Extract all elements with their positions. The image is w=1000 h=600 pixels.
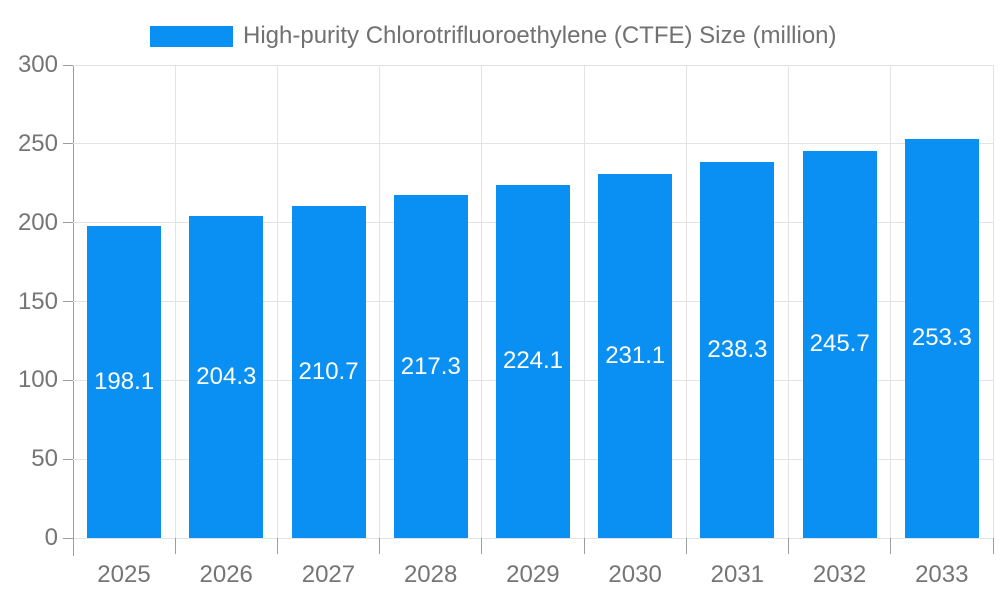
y-axis-tick <box>63 379 73 381</box>
x-axis-tick <box>276 538 278 554</box>
bar-value-label: 198.1 <box>94 367 155 395</box>
bar-value-label: 217.3 <box>400 352 461 380</box>
y-axis-tick <box>63 458 73 460</box>
bar[interactable] <box>291 205 366 538</box>
x-gridline <box>379 65 381 538</box>
y-axis-tick-label: 150 <box>17 287 58 315</box>
bar[interactable] <box>802 150 877 538</box>
x-gridline <box>685 65 687 538</box>
x-axis-tick-label: 2028 <box>403 561 458 588</box>
bar[interactable] <box>700 162 775 538</box>
x-gridline <box>481 65 483 538</box>
legend-label: High-purity Chlorotrifluoroethylene (CTF… <box>243 22 837 49</box>
bar[interactable] <box>496 184 570 538</box>
x-axis-tick-label: 2030 <box>608 561 662 588</box>
y-axis-tick-label: 250 <box>17 129 58 157</box>
y-gridline <box>73 537 993 539</box>
y-axis-line <box>73 65 74 556</box>
x-axis-tick-label: 2029 <box>506 561 560 588</box>
x-axis-tick-label: 2027 <box>301 561 356 588</box>
x-axis-tick <box>174 538 176 554</box>
x-axis-tick <box>72 538 74 554</box>
y-axis-tick <box>63 222 73 224</box>
x-axis-tick <box>788 538 790 554</box>
x-axis-tick-label: 2026 <box>199 561 253 588</box>
x-axis-tick-label: 2032 <box>812 561 867 588</box>
bar-value-label: 224.1 <box>502 347 564 375</box>
bar[interactable] <box>87 225 162 538</box>
y-axis-tick-label: 0 <box>44 524 58 551</box>
x-gridline <box>890 65 892 538</box>
x-gridline <box>992 65 994 538</box>
bar[interactable] <box>904 138 979 538</box>
bar-value-label: 245.7 <box>809 330 870 358</box>
bar-value-label: 253.3 <box>911 324 972 352</box>
x-axis-tick <box>890 538 892 554</box>
x-axis-tick <box>685 538 687 554</box>
x-axis-tick-label: 2025 <box>97 561 151 588</box>
y-axis-tick <box>63 537 73 539</box>
x-axis-tick-label: 2031 <box>710 561 765 588</box>
y-gridline <box>73 143 993 145</box>
bar-value-label: 204.3 <box>196 362 257 390</box>
x-axis-tick <box>992 538 994 554</box>
x-gridline <box>788 65 790 538</box>
bar-value-label: 238.3 <box>707 336 768 364</box>
x-gridline <box>276 65 278 538</box>
bar-value-label: 210.7 <box>298 357 359 385</box>
x-axis-tick <box>481 538 483 554</box>
y-axis-tick-label: 50 <box>31 445 58 473</box>
y-axis-tick-label: 300 <box>17 51 58 78</box>
legend-swatch <box>150 25 233 47</box>
y-gridline <box>73 64 993 66</box>
x-gridline <box>583 65 585 538</box>
bar[interactable] <box>189 215 264 538</box>
bar[interactable] <box>393 195 468 538</box>
y-axis-tick <box>63 143 73 145</box>
legend-item[interactable]: High-purity Chlorotrifluoroethylene (CTF… <box>150 22 837 50</box>
x-axis-tick <box>379 538 381 554</box>
x-gridline <box>174 65 176 538</box>
y-axis-tick-label: 200 <box>17 208 58 236</box>
plot-area: 198.1 204.3 210.7 217.3 224.1 231.1 238.3 245.7… <box>73 64 994 539</box>
y-axis-tick-label: 100 <box>17 366 58 394</box>
x-axis-tick <box>583 538 585 554</box>
x-axis-tick-label: 2033 <box>915 561 969 588</box>
y-axis-tick <box>63 301 73 302</box>
bar-value-label: 231.1 <box>605 341 666 369</box>
y-axis-tick <box>63 64 73 66</box>
bar[interactable] <box>598 173 673 538</box>
